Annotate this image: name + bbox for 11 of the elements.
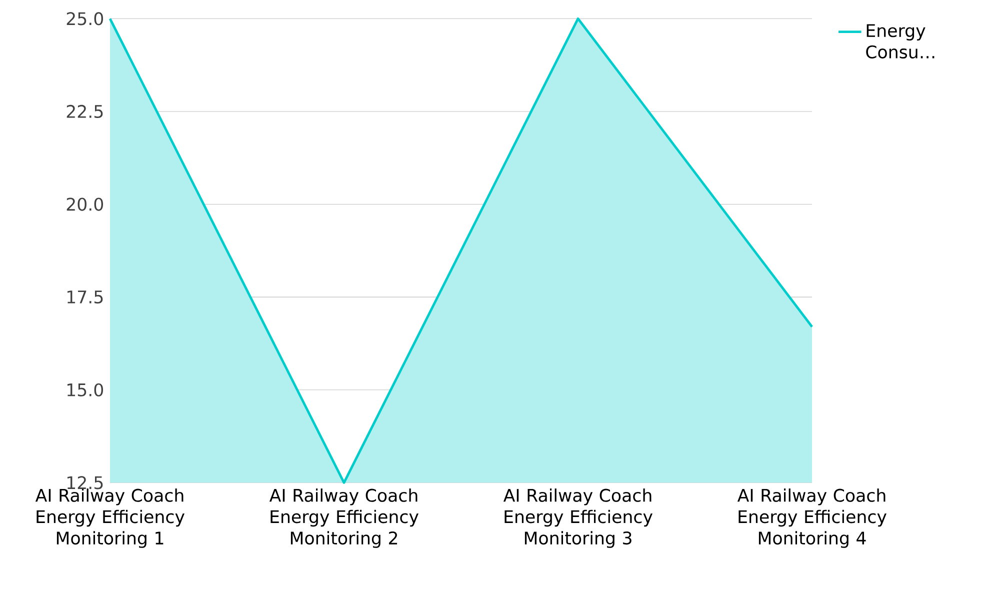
x-tick-label: AI Railway Coach Energy Efficiency Monitoring 4 (737, 488, 886, 548)
legend-label: Energy Consu… (866, 24, 934, 58)
y-tick-label: 17.5 (67, 290, 103, 304)
y-tick-label: 22.5 (66, 104, 103, 118)
y-tick-label: 12.5 (67, 476, 103, 490)
x-tick-label: AI Railway Coach Energy Efficiency Monitoring 3 (503, 488, 652, 548)
y-tick-label: 25.0 (66, 12, 104, 26)
x-tick-label: AI Railway Coach Energy Efficiency Monitoring 2 (269, 488, 418, 548)
y-tick-label: 20.0 (66, 198, 104, 211)
x-tick-label: AI Railway Coach Energy Efficiency Monitoring 1 (35, 488, 184, 548)
y-tick-label: 15.0 (67, 383, 104, 396)
